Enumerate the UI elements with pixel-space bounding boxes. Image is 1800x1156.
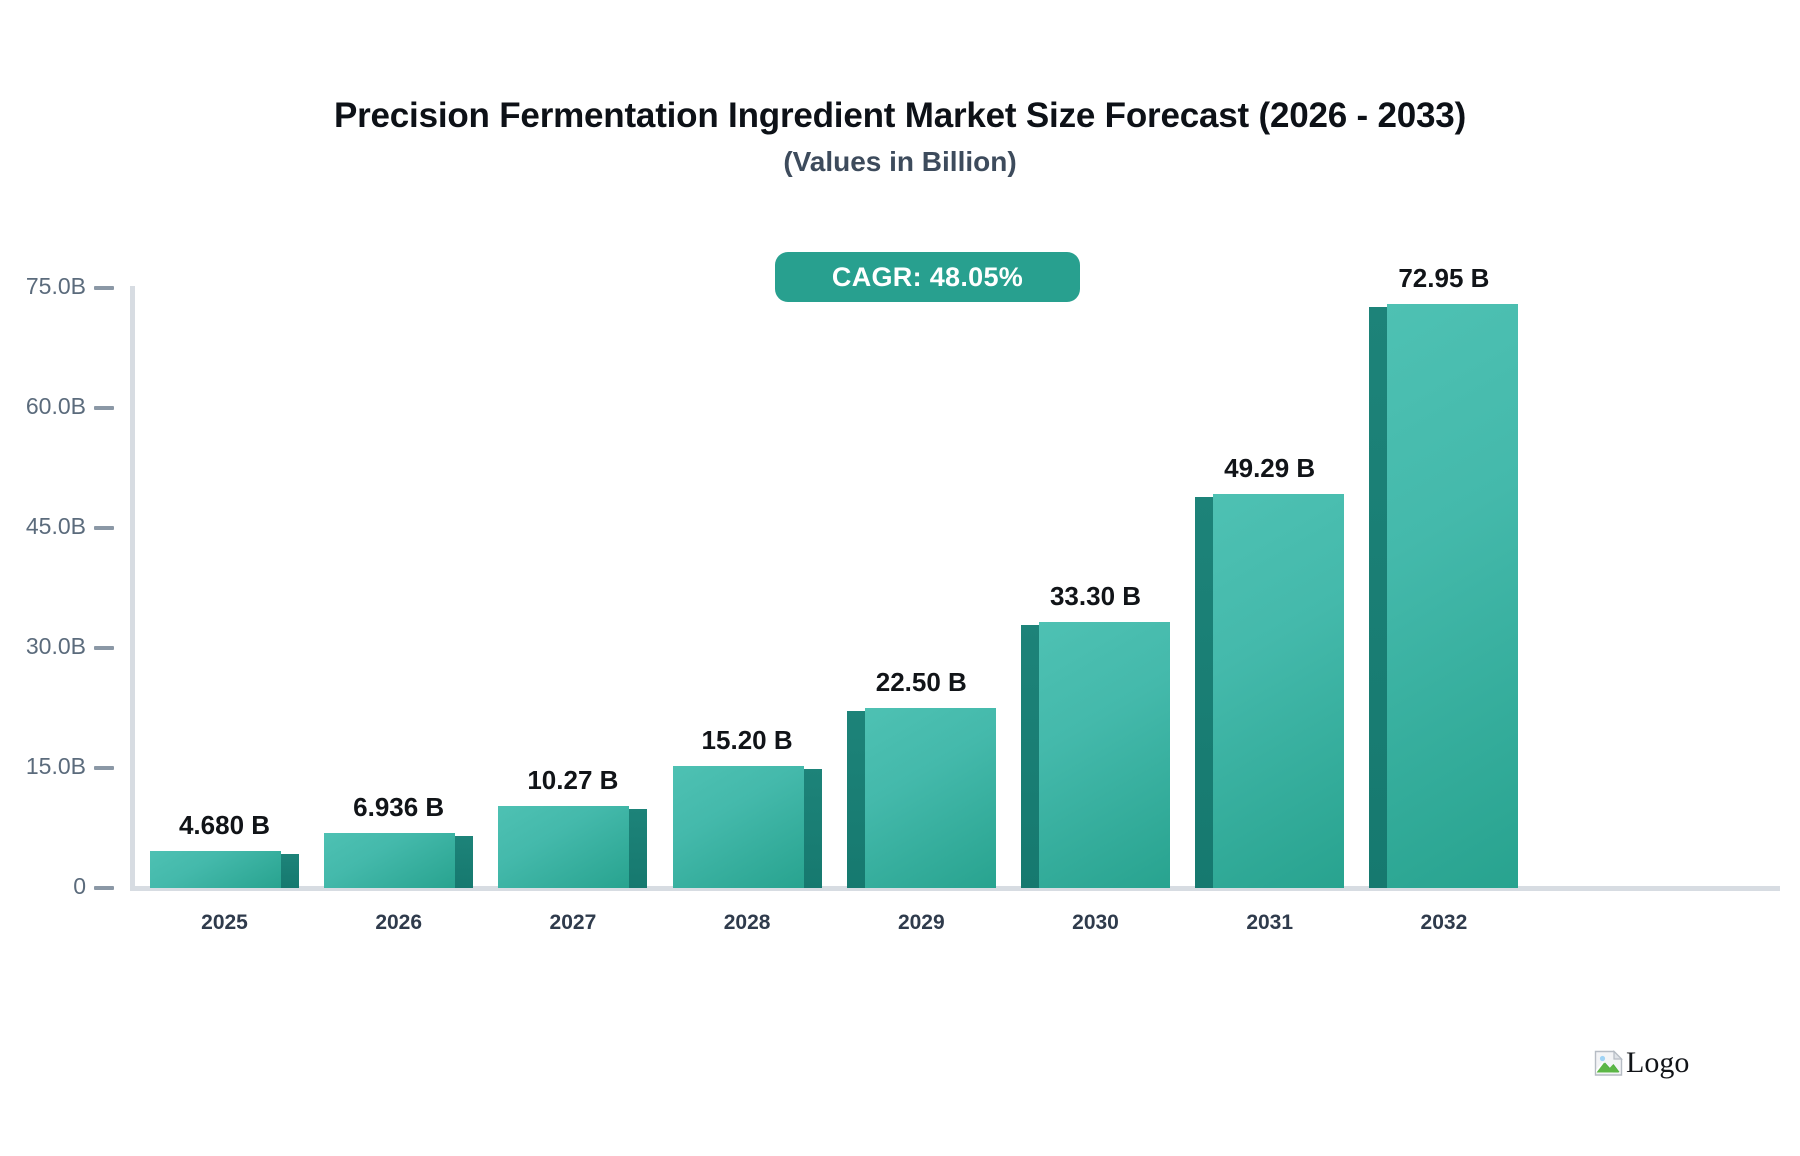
y-axis-tick-mark <box>94 286 114 290</box>
x-axis-label-2032: 2032 <box>1420 911 1468 934</box>
bar-side-panel <box>1369 307 1388 888</box>
bar-value-label: 10.27 B <box>527 764 619 795</box>
y-axis-tick-mark <box>94 526 114 530</box>
y-axis-tick-label: 75.0B <box>25 273 86 299</box>
bar-2026: 6.936 B <box>324 792 474 888</box>
y-axis-tick-label: 45.0B <box>25 513 86 539</box>
y-axis-tick-mark <box>94 646 114 650</box>
bar-face <box>498 805 630 888</box>
chart-title: Precision Fermentation Ingredient Market… <box>333 96 1467 135</box>
x-axis-label-2030: 2030 <box>1072 911 1119 934</box>
y-axis-tick-label: 0 <box>73 873 86 899</box>
cagr-badge: CAGR: 48.05% <box>775 252 1080 302</box>
y-axis-tick-label: 30.0B <box>25 633 86 659</box>
bar-value-label: 6.936 B <box>353 791 445 822</box>
bar-side-panel <box>1195 496 1214 888</box>
bar-value-label: 4.680 B <box>178 809 271 840</box>
x-axis-label-2026: 2026 <box>375 911 423 934</box>
bar-side-panel <box>455 835 474 888</box>
x-axis-label-2028: 2028 <box>723 911 771 934</box>
bar-value-label: 22.50 B <box>875 667 967 697</box>
x-axis-label-2025: 2025 <box>201 911 248 934</box>
bar-2029: 22.50 B <box>846 667 996 888</box>
chart-subtitle: (Values in Billion) <box>783 146 1017 177</box>
cagr-badge-label: CAGR: 48.05% <box>831 261 1024 292</box>
x-axis-label-2029: 2029 <box>897 911 945 934</box>
bar-2030: 33.30 B <box>1021 581 1170 888</box>
bar-side-panel <box>1021 624 1039 888</box>
bar-value-label: 15.20 B <box>701 725 793 756</box>
y-axis-spine <box>130 286 135 891</box>
bar-side-panel <box>629 808 648 888</box>
bar-face <box>1213 493 1345 888</box>
bar-face <box>1387 304 1519 888</box>
y-axis-tick-mark <box>94 406 114 410</box>
bar-2031: 49.29 B <box>1195 453 1345 888</box>
bar-2032: 72.95 B <box>1369 263 1519 888</box>
bar-side-panel <box>281 853 299 888</box>
bar-value-label: 49.29 B <box>1224 452 1316 483</box>
bar-value-label: 33.30 B <box>1049 580 1142 611</box>
footer-logo-alt-text: Logo <box>1626 1046 1690 1079</box>
bar-2028: 15.20 B <box>672 725 822 888</box>
y-axis-tick-label: 60.0B <box>25 393 86 419</box>
bar-face <box>672 766 804 888</box>
bar-2025: 4.680 B <box>150 810 299 888</box>
bar-face <box>324 832 456 888</box>
footer-logo: Logo <box>1594 1046 1689 1080</box>
x-axis-label-2031: 2031 <box>1246 911 1294 934</box>
bar-side-panel <box>846 711 865 888</box>
broken-image-icon <box>1594 1048 1624 1078</box>
bar-face <box>1039 621 1170 888</box>
bar-side-panel <box>803 769 822 888</box>
y-axis-tick-label: 15.0B <box>25 753 86 779</box>
bar-value-label: 72.95 B <box>1398 263 1490 294</box>
y-axis-tick-mark <box>94 886 114 890</box>
y-axis-tick-mark <box>94 766 114 770</box>
bar-face <box>150 850 281 888</box>
bar-face <box>864 708 996 888</box>
x-axis-baseline <box>130 886 1780 891</box>
bar-2027: 10.27 B <box>498 765 648 888</box>
x-axis-label-2027: 2027 <box>549 911 597 934</box>
